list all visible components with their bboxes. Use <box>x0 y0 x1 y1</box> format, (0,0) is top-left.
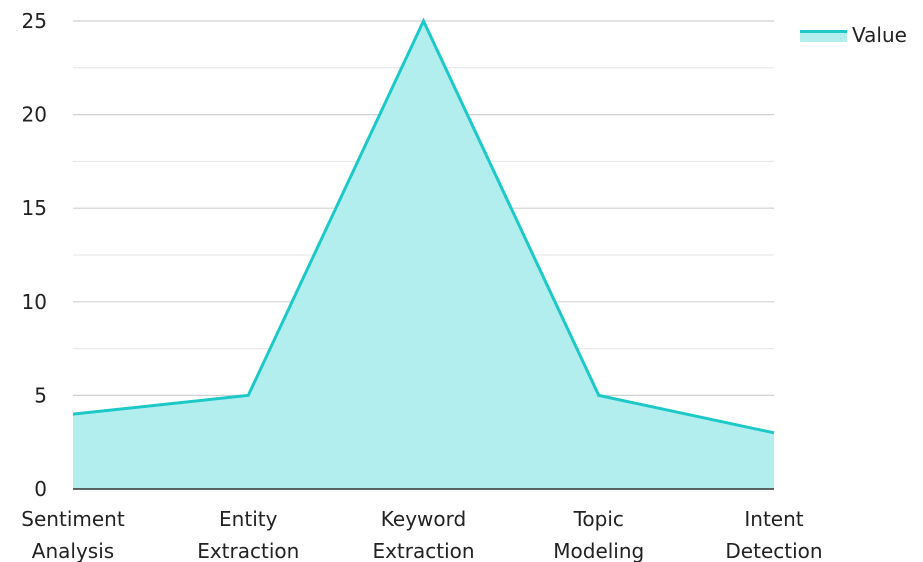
x-tick-label: Entity <box>219 507 278 531</box>
x-axis-tick-labels: Sentiment Analysis Entity Extraction Keyword… <box>21 507 822 562</box>
area-series <box>72 17 775 489</box>
y-tick-label: 5 <box>34 383 47 407</box>
x-tick-label: Extraction <box>197 539 299 562</box>
legend-label-value: Value <box>852 23 907 47</box>
y-tick-label: 0 <box>34 477 47 501</box>
y-axis-tick-labels: 0 5 10 15 20 25 <box>22 9 47 501</box>
x-tick-label: Analysis <box>32 539 114 562</box>
x-tick-label: Extraction <box>372 539 474 562</box>
x-tick-label: Detection <box>725 539 822 562</box>
x-tick-label: Modeling <box>553 539 644 562</box>
y-tick-label: 15 <box>22 196 47 220</box>
legend: Value <box>800 23 907 47</box>
y-tick-label: 25 <box>22 9 47 33</box>
x-tick-label: Keyword <box>381 507 466 531</box>
legend-swatch <box>800 31 847 42</box>
x-tick-label: Sentiment <box>21 507 125 531</box>
y-tick-label: 10 <box>22 290 47 314</box>
area-fill <box>73 21 774 489</box>
x-tick-label: Topic <box>573 507 624 531</box>
x-tick-label: Intent <box>744 507 803 531</box>
y-tick-label: 20 <box>22 103 47 127</box>
